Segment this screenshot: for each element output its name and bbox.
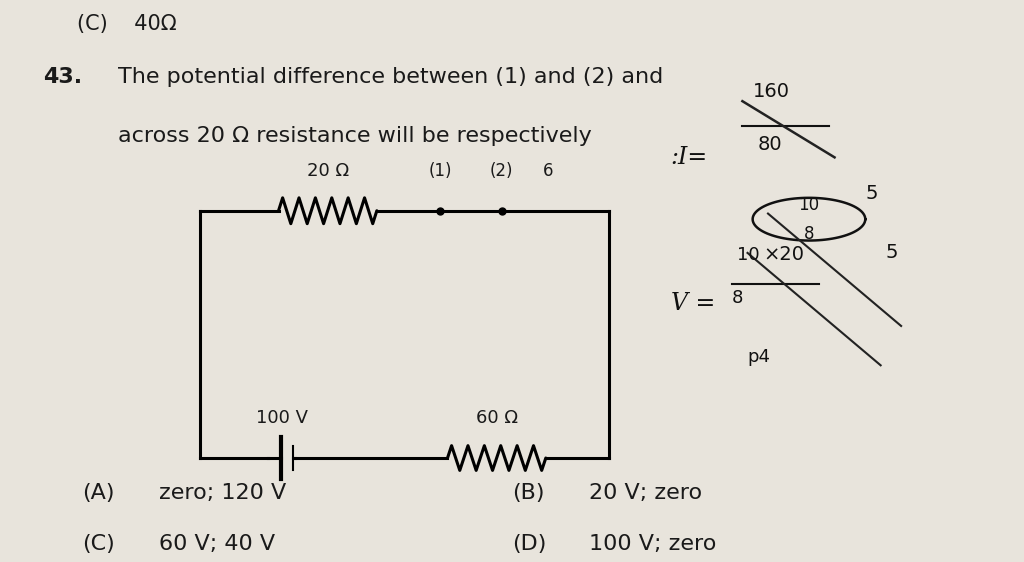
Text: :I=: :I= xyxy=(671,146,708,169)
Text: 60 Ω: 60 Ω xyxy=(475,409,518,427)
Text: across 20 Ω resistance will be respectively: across 20 Ω resistance will be respectiv… xyxy=(118,126,592,147)
Text: 10: 10 xyxy=(737,246,760,264)
Text: (C): (C) xyxy=(82,534,115,554)
Text: (1): (1) xyxy=(429,162,452,180)
Text: 8: 8 xyxy=(804,225,814,243)
Text: (D): (D) xyxy=(512,534,547,554)
Text: 5: 5 xyxy=(886,243,898,262)
Text: p4: p4 xyxy=(748,348,770,366)
Text: 60 V; 40 V: 60 V; 40 V xyxy=(159,534,274,554)
Text: 160: 160 xyxy=(753,82,790,101)
Text: zero; 120 V: zero; 120 V xyxy=(159,483,286,504)
Text: The potential difference between (1) and (2) and: The potential difference between (1) and… xyxy=(118,67,663,88)
Text: ×20: ×20 xyxy=(763,245,804,264)
Text: 5: 5 xyxy=(865,184,878,203)
Text: (B): (B) xyxy=(512,483,545,504)
Text: 20 Ω: 20 Ω xyxy=(306,162,349,180)
Text: 6: 6 xyxy=(543,162,553,180)
Text: 20 V; zero: 20 V; zero xyxy=(589,483,701,504)
Text: 100 V; zero: 100 V; zero xyxy=(589,534,716,554)
Text: (2): (2) xyxy=(490,162,513,180)
Text: V =: V = xyxy=(671,292,715,315)
Text: 8: 8 xyxy=(732,289,743,307)
Text: 43.: 43. xyxy=(43,67,82,88)
Text: 10: 10 xyxy=(799,196,819,214)
Text: (C)    40Ω: (C) 40Ω xyxy=(77,14,176,34)
Text: 100 V: 100 V xyxy=(256,409,307,427)
Text: 80: 80 xyxy=(758,135,782,154)
Text: (A): (A) xyxy=(82,483,115,504)
